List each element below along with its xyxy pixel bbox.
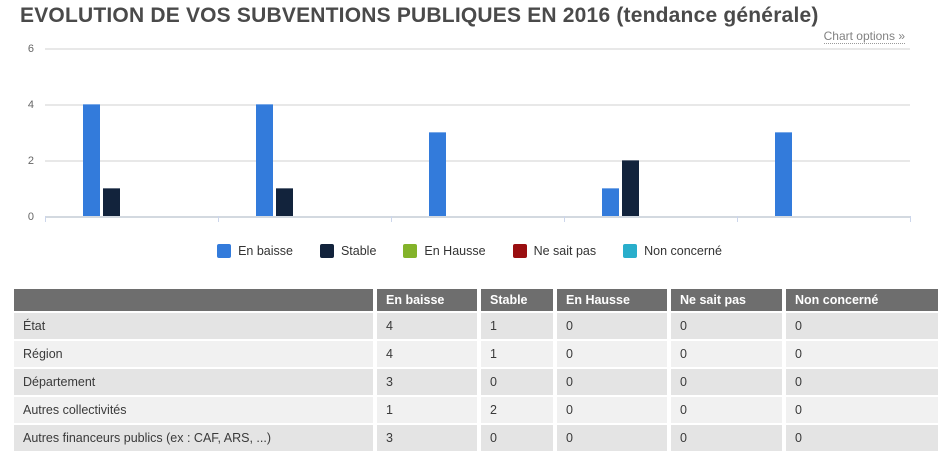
row-value: 3 [377, 425, 481, 453]
table-body: État 4 1 0 0 0 Région 4 1 0 0 0 Département 3 0 0 0 0 Autr… [14, 313, 938, 453]
x-axis-tick [910, 216, 911, 222]
bar-en-baisse-3[interactable] [429, 132, 446, 216]
y-axis-tick-label: 2 [27, 155, 34, 167]
bar-stable-1[interactable] [103, 188, 120, 216]
row-label: Région [14, 341, 377, 369]
row-value: 0 [786, 369, 938, 397]
bar-en-baisse-2[interactable] [256, 104, 273, 216]
table-header-cell: Stable [481, 289, 557, 313]
legend-label: Stable [340, 244, 377, 258]
row-value: 0 [671, 313, 786, 341]
legend-label: Non concerné [644, 244, 722, 258]
table-header-row: En baisse Stable En Hausse Ne sait pas Non c… [14, 289, 938, 313]
x-axis-tick [564, 216, 565, 222]
x-axis-tick [45, 216, 46, 222]
table-header-cell: Non concerné [786, 289, 938, 313]
y-gridline [45, 160, 910, 162]
bar-en-baisse-5[interactable] [775, 132, 792, 216]
x-axis-tick [737, 216, 738, 222]
y-gridline [45, 104, 910, 106]
bar-en-baisse-4[interactable] [602, 188, 619, 216]
legend-item-stable[interactable]: Stable [319, 244, 377, 258]
row-label: Département [14, 369, 377, 397]
row-value: 1 [481, 341, 557, 369]
row-value: 0 [481, 425, 557, 453]
table-header-cell: En Hausse [557, 289, 671, 313]
row-value: 0 [671, 341, 786, 369]
chart-legend: En baisse Stable En Hausse Ne sait pas Non c… [0, 241, 939, 261]
row-value: 0 [557, 369, 671, 397]
row-value: 1 [481, 313, 557, 341]
row-value: 0 [557, 425, 671, 453]
row-label: État [14, 313, 377, 341]
results-table: En baisse Stable En Hausse Ne sait pas Non c… [14, 289, 938, 453]
row-value: 0 [557, 313, 671, 341]
y-axis-tick-label: 0 [27, 211, 34, 223]
table-row: Région 4 1 0 0 0 [14, 341, 938, 369]
legend-label: En baisse [238, 244, 293, 258]
row-value: 4 [377, 341, 481, 369]
y-axis-tick-label: 4 [27, 99, 34, 111]
table-row: Autres collectivités 1 2 0 0 0 [14, 397, 938, 425]
page-title: EVOLUTION DE VOS SUBVENTIONS PUBLIQUES E… [20, 4, 819, 27]
legend-label: En Hausse [424, 244, 486, 258]
row-value: 0 [557, 341, 671, 369]
chart-options-link[interactable]: Chart options » [823, 29, 905, 44]
row-value: 0 [786, 425, 938, 453]
legend-item-en-hausse[interactable]: En Hausse [403, 244, 486, 258]
bar-stable-4[interactable] [622, 160, 639, 216]
x-axis-tick [218, 216, 219, 222]
row-label: Autres collectivités [14, 397, 377, 425]
row-value: 1 [377, 397, 481, 425]
row-value: 0 [786, 397, 938, 425]
table-row: Département 3 0 0 0 0 [14, 369, 938, 397]
row-value: 0 [481, 369, 557, 397]
y-gridline [45, 48, 910, 50]
bar-stable-2[interactable] [276, 188, 293, 216]
legend-swatch-icon [623, 244, 638, 258]
legend-swatch-icon [217, 244, 232, 258]
table-row: Autres financeurs publics (ex : CAF, ARS… [14, 425, 938, 453]
bar-en-baisse-1[interactable] [83, 104, 100, 216]
table-header-cell: Ne sait pas [671, 289, 786, 313]
legend-swatch-icon [403, 244, 418, 258]
y-axis-tick-label: 6 [27, 43, 34, 55]
row-value: 0 [786, 341, 938, 369]
row-value: 3 [377, 369, 481, 397]
row-value: 0 [786, 313, 938, 341]
legend-label: Ne sait pas [533, 244, 597, 258]
bar-chart: 0 2 4 6 [27, 43, 911, 223]
row-value: 0 [671, 425, 786, 453]
row-value: 4 [377, 313, 481, 341]
table-header-cell: En baisse [377, 289, 481, 313]
legend-swatch-icon [319, 244, 334, 258]
table-header-cell-empty [14, 289, 377, 313]
row-value: 2 [481, 397, 557, 425]
legend-item-ne-sait-pas[interactable]: Ne sait pas [512, 244, 597, 258]
row-value: 0 [671, 369, 786, 397]
row-value: 0 [557, 397, 671, 425]
x-axis-line [45, 216, 910, 218]
legend-item-non-concerné[interactable]: Non concerné [623, 244, 722, 258]
x-axis-tick [391, 216, 392, 222]
legend-item-en-baisse[interactable]: En baisse [217, 244, 293, 258]
table-row: État 4 1 0 0 0 [14, 313, 938, 341]
legend-swatch-icon [512, 244, 527, 258]
table-header: En baisse Stable En Hausse Ne sait pas Non c… [14, 289, 938, 313]
row-label: Autres financeurs publics (ex : CAF, ARS… [14, 425, 377, 453]
row-value: 0 [671, 397, 786, 425]
